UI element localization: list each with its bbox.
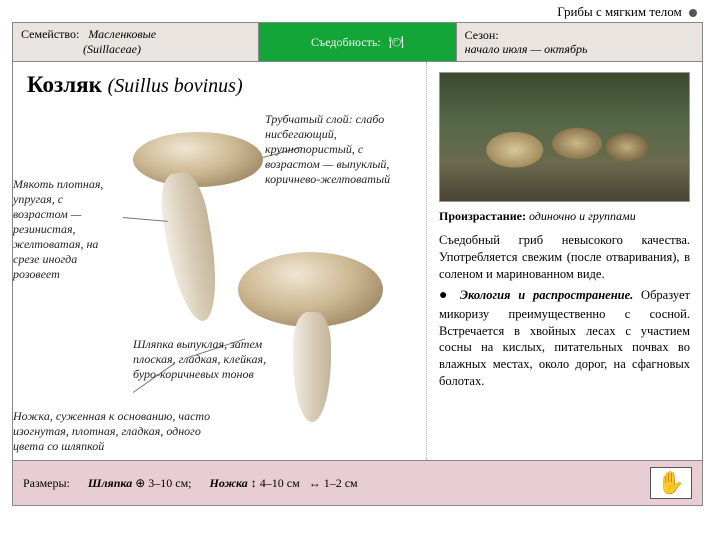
callout-cap: Шляпка выпуклая, затем плоская, гладкая,… <box>133 337 283 382</box>
habitat-label: Произрастание: <box>439 209 526 223</box>
family-name-ru: Масленковые <box>88 27 156 41</box>
sizes-label-text: Размеры: <box>23 476 70 490</box>
dim-w-icon: ↔ <box>309 476 321 490</box>
species-title: Козляк (Suillus bovinus) <box>27 72 416 98</box>
edibility-label: Съедобность: <box>311 35 381 50</box>
illustration-pane: Козляк (Suillus bovinus) Трубчатый слой:… <box>13 62 427 460</box>
description-pane: Произрастание: одиночно и группами Съедо… <box>427 62 702 460</box>
description-p1: Съедобный гриб невысокого качества. Упот… <box>439 232 690 283</box>
cap-size-label: Шляпка <box>88 476 132 490</box>
stipe-w-val: 1–2 см <box>324 476 358 490</box>
habitat-photo <box>439 72 690 202</box>
scientific-name: (Suillus bovinus) <box>108 75 243 97</box>
hand-icon-box: ✋ <box>650 467 692 499</box>
stipe-size-label: Ножка <box>210 476 248 490</box>
season-cell: Сезон: начало июля — октябрь <box>457 23 702 61</box>
eco-heading: Экология и распространение. <box>460 288 633 302</box>
family-label: Семейство: <box>21 27 79 41</box>
cap-size: Шляпка ⊕ 3–10 см; <box>88 476 192 491</box>
stipe-size: Ножка ↕ 4–10 см ↔ 1–2 см <box>210 476 358 491</box>
species-card: Семейство: Масленковые (Suillaceae) Съед… <box>12 22 703 506</box>
category-dot <box>689 9 697 17</box>
plate-icon: 🍽 <box>389 35 404 50</box>
callout-flesh: Мякоть плотная, упругая, с возрастом — р… <box>13 177 118 282</box>
family-cell: Семейство: Масленковые (Suillaceae) <box>13 23 259 61</box>
pointer-flesh <box>123 217 168 222</box>
body-area: Козляк (Suillus bovinus) Трубчатый слой:… <box>13 62 702 460</box>
dim-icon: ⊕ <box>135 476 145 490</box>
info-bar: Семейство: Масленковые (Suillaceae) Съед… <box>13 23 702 62</box>
callout-tubes: Трубчатый слой: слабо нисбегающий, крупн… <box>265 112 420 187</box>
common-name: Козляк <box>27 72 102 97</box>
habitat-line: Произрастание: одиночно и группами <box>439 208 690 224</box>
season-value: начало июля — октябрь <box>465 42 588 56</box>
dim-h-icon: ↕ <box>251 476 257 490</box>
season-label: Сезон: <box>465 28 588 42</box>
habitat-value: одиночно и группами <box>529 209 636 223</box>
eco-text: Образует микоризу преимущественно с сосн… <box>439 288 690 388</box>
illustration-stipe-1 <box>155 169 225 325</box>
cap-size-val: 3–10 см; <box>148 476 191 490</box>
illustration-stipe-2 <box>293 312 331 422</box>
hand-icon: ✋ <box>657 470 684 496</box>
plate-glyph: 🍽 <box>389 35 404 50</box>
description-p2: ● Экология и распространение. Образует м… <box>439 287 690 390</box>
edibility-cell: Съедобность: 🍽 <box>259 23 456 61</box>
sizes-label: Размеры: <box>23 476 70 491</box>
size-bar: Размеры: Шляпка ⊕ 3–10 см; Ножка ↕ 4–10 … <box>13 460 702 505</box>
callout-stipe: Ножка, суженная к основанию, часто изогн… <box>13 409 223 454</box>
stipe-h-val: 4–10 см <box>260 476 300 490</box>
category-text: Грибы с мягким телом <box>557 4 681 19</box>
family-name-lat: (Suillaceae) <box>83 42 141 56</box>
page-category: Грибы с мягким телом <box>0 0 715 22</box>
illustration-cap-1 <box>133 132 263 187</box>
bullet-icon: ● <box>439 288 452 303</box>
